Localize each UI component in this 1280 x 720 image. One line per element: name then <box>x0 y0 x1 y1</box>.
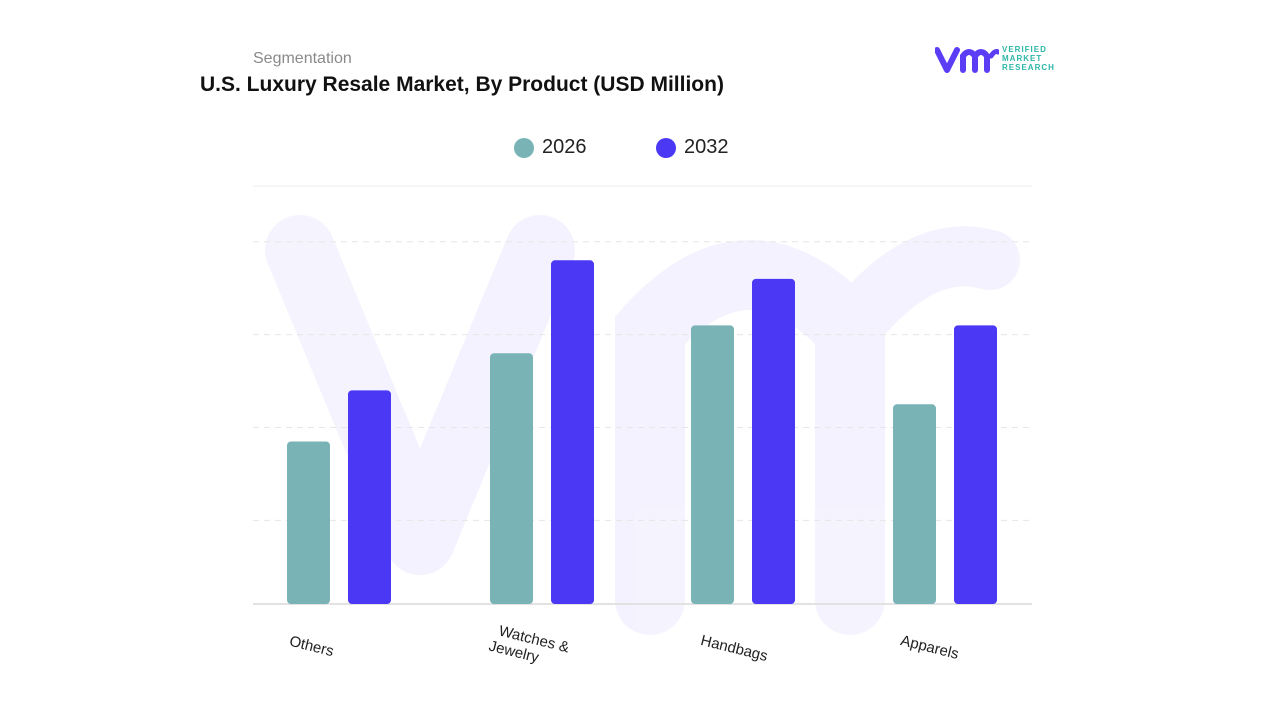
logo-wordmark: VERIFIED MARKET RESEARCH <box>1002 45 1055 72</box>
bar-others-2032 <box>348 390 391 604</box>
legend-label-2032: 2032 <box>684 136 729 158</box>
legend-swatch-2026 <box>514 138 534 158</box>
bar-apparels-2026 <box>893 404 936 604</box>
bar-watches-jewelry-2026 <box>490 353 533 604</box>
bar-watches-jewelry-2032 <box>551 260 594 604</box>
bars-group <box>287 260 997 604</box>
legend-swatch-2032 <box>656 138 676 158</box>
bar-handbags-2026 <box>691 325 734 604</box>
company-logo: VERIFIED MARKET RESEARCH <box>935 44 1065 76</box>
chart-legend: 2026 2032 <box>0 134 1280 162</box>
chart-title: U.S. Luxury Resale Market, By Product (U… <box>200 73 724 96</box>
vmr-logo-icon <box>935 47 999 73</box>
bar-handbags-2032 <box>752 278 795 604</box>
watermark-logo <box>265 215 1020 635</box>
segmentation-label: Segmentation <box>253 50 352 67</box>
legend-label-2026: 2026 <box>542 136 587 158</box>
bar-apparels-2032 <box>954 325 997 604</box>
bar-others-2026 <box>287 441 330 604</box>
